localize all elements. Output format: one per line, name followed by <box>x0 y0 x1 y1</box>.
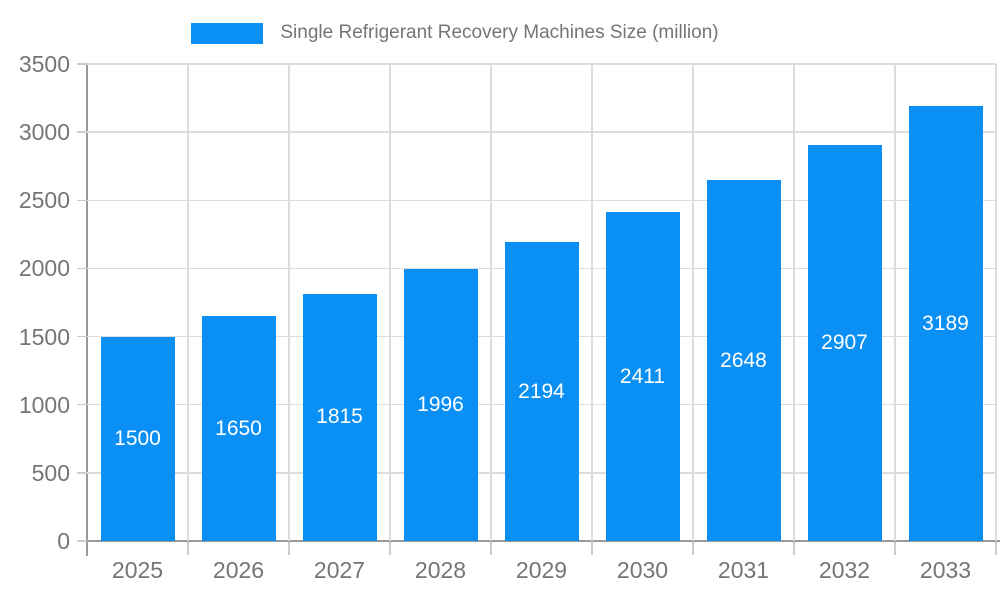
legend-swatch[interactable] <box>191 22 264 44</box>
bar[interactable]: 2194 <box>504 242 579 541</box>
x-axis-label: 2030 <box>616 557 669 583</box>
bar-value-label: 1815 <box>316 405 363 429</box>
legend-label: Single Refrigerant Recovery Machines Siz… <box>280 22 719 43</box>
x-axis-tick <box>894 542 896 555</box>
gridline-horizontal <box>87 63 996 65</box>
legend-item[interactable]: Single Refrigerant Recovery Machines Siz… <box>0 22 955 44</box>
gridline-vertical <box>793 64 795 541</box>
x-axis-tick <box>591 542 593 555</box>
y-axis-tick <box>77 199 87 202</box>
gridline-vertical <box>591 64 593 541</box>
x-axis-label: 2031 <box>717 557 770 583</box>
bar[interactable]: 1996 <box>403 268 478 541</box>
bar-value-label: 2648 <box>720 348 767 372</box>
y-axis-label: 1000 <box>18 391 70 418</box>
bar[interactable]: 3189 <box>908 106 983 541</box>
gridline-horizontal <box>87 131 996 133</box>
x-axis-label: 2033 <box>919 557 972 583</box>
y-axis-tick <box>77 267 87 270</box>
gridline-vertical <box>995 64 997 541</box>
y-axis-label: 2500 <box>18 187 70 214</box>
bar[interactable]: 2907 <box>807 144 882 541</box>
bar-value-label: 3189 <box>922 311 969 335</box>
x-axis-label: 2029 <box>515 557 568 583</box>
y-axis-label: 3500 <box>18 51 70 77</box>
x-axis-tick <box>288 542 290 555</box>
x-axis-label: 2027 <box>313 557 366 583</box>
y-axis-line <box>86 64 88 556</box>
bar-value-label: 1996 <box>417 392 464 416</box>
y-axis-label: 0 <box>57 528 70 554</box>
bar-value-label: 2194 <box>518 379 565 403</box>
y-axis-label: 3000 <box>18 119 70 146</box>
gridline-vertical <box>894 64 896 541</box>
y-axis-tick <box>77 540 87 542</box>
x-axis-tick <box>793 542 795 555</box>
y-axis-tick <box>77 403 87 406</box>
x-axis-tick <box>389 542 391 555</box>
y-axis-label: 500 <box>31 459 70 486</box>
y-axis-tick <box>77 472 87 474</box>
y-axis-tick <box>77 131 87 133</box>
bar[interactable]: 1815 <box>302 293 377 541</box>
plot-area: 1500 1650 1815 1996 2194 2411 2648 2907 3189 <box>87 63 997 541</box>
y-axis-tick <box>77 63 87 65</box>
gridline-vertical <box>187 64 189 541</box>
bar-value-label: 1650 <box>215 416 262 440</box>
bar-value-label: 2907 <box>821 330 868 354</box>
gridline-vertical <box>692 64 694 541</box>
bar-value-label: 2411 <box>619 364 666 388</box>
x-axis-line <box>77 540 1000 542</box>
bar[interactable]: 1650 <box>201 316 276 541</box>
gridline-vertical <box>490 64 492 541</box>
y-axis-label: 1500 <box>18 323 70 350</box>
x-axis-label: 2025 <box>111 557 164 583</box>
y-axis-tick <box>77 335 87 338</box>
bar[interactable]: 2411 <box>605 212 680 541</box>
x-axis-tick <box>187 542 189 555</box>
gridline-vertical <box>288 64 290 541</box>
x-axis-tick <box>995 542 997 555</box>
x-axis-tick <box>692 542 694 555</box>
bar-value-label: 1500 <box>114 426 161 450</box>
x-axis-label: 2026 <box>212 557 265 583</box>
bar[interactable]: 2648 <box>706 180 781 541</box>
bar[interactable]: 1500 <box>100 336 175 541</box>
x-axis-tick <box>490 542 492 555</box>
x-axis-label: 2032 <box>818 557 871 583</box>
gridline-vertical <box>389 64 391 541</box>
gridline-horizontal <box>87 199 996 202</box>
x-axis-label: 2028 <box>414 557 467 583</box>
y-axis-label: 2000 <box>18 255 70 282</box>
